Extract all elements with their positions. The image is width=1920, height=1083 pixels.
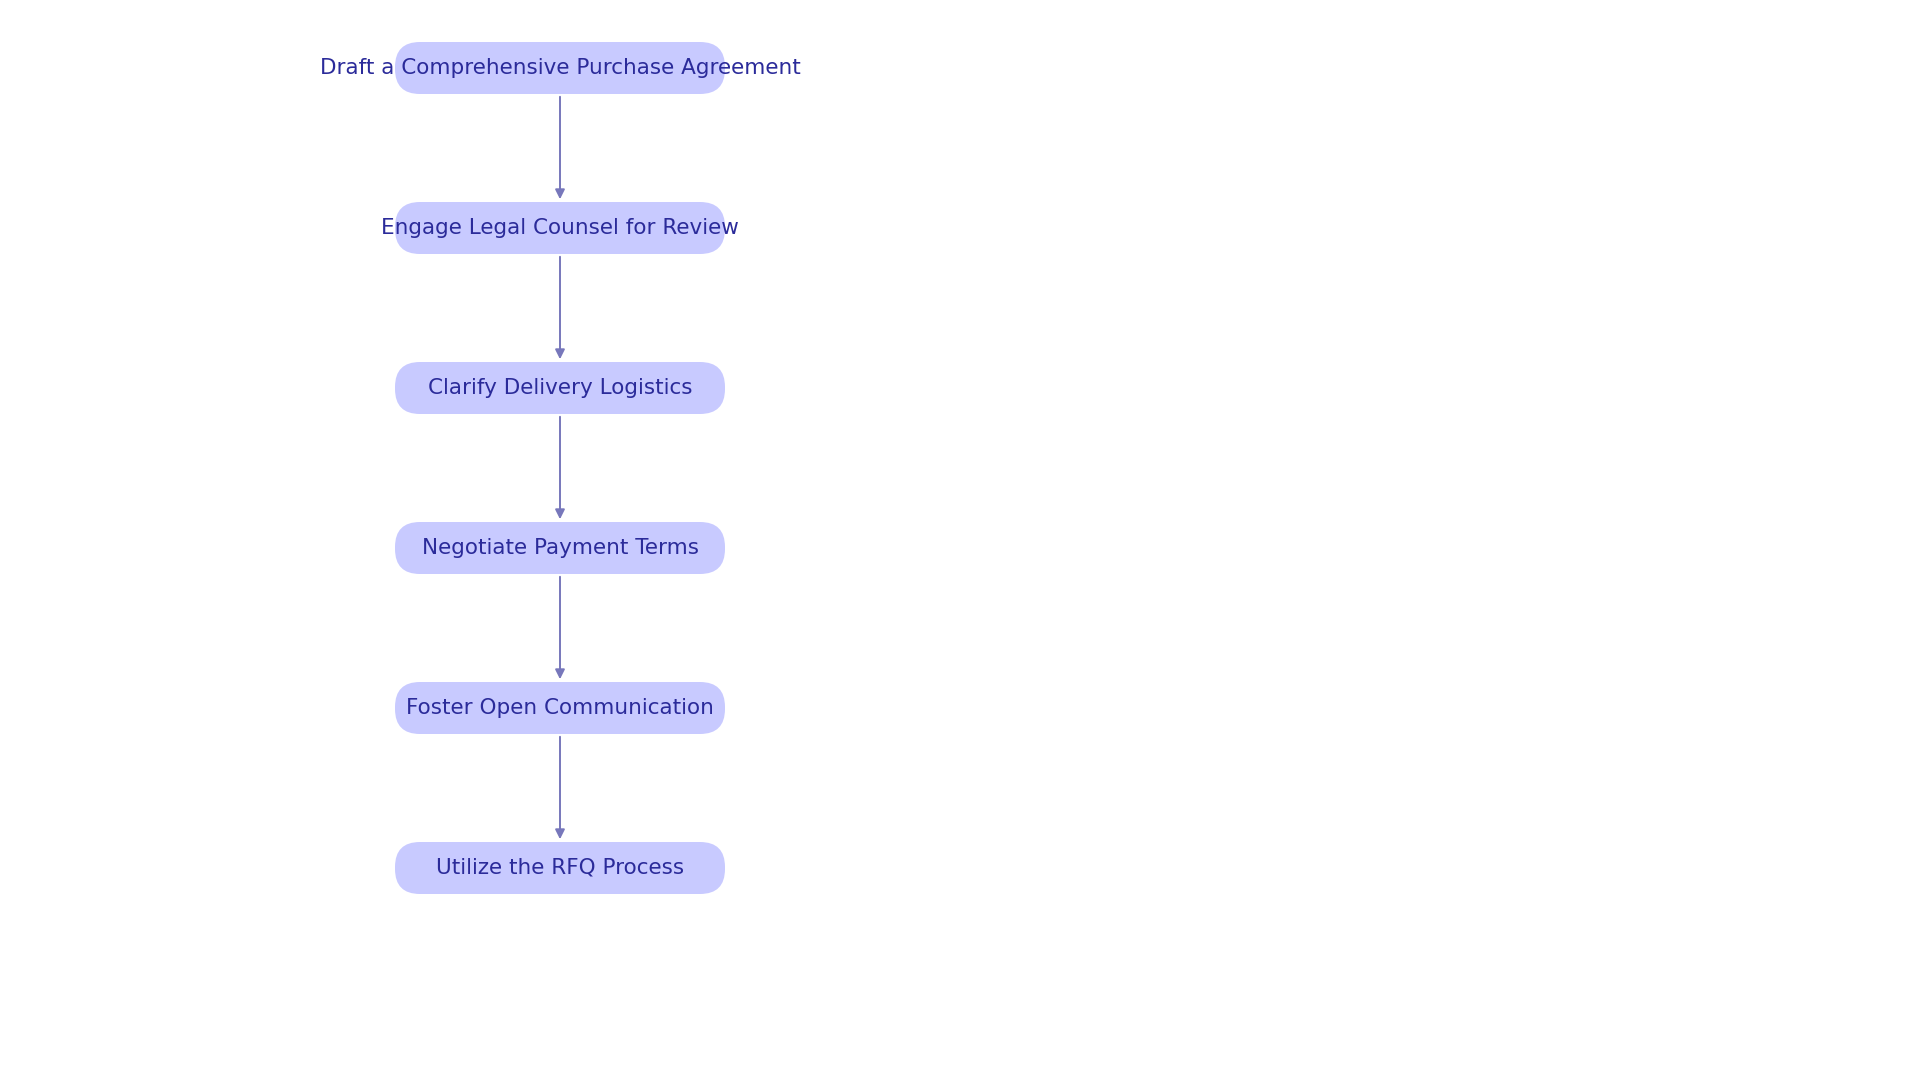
Text: Utilize the RFQ Process: Utilize the RFQ Process xyxy=(436,858,684,878)
FancyBboxPatch shape xyxy=(396,682,726,734)
Text: Negotiate Payment Terms: Negotiate Payment Terms xyxy=(422,538,699,558)
Text: Clarify Delivery Logistics: Clarify Delivery Logistics xyxy=(428,378,693,397)
Text: Foster Open Communication: Foster Open Communication xyxy=(405,699,714,718)
FancyBboxPatch shape xyxy=(396,841,726,893)
FancyBboxPatch shape xyxy=(396,362,726,414)
Text: Draft a Comprehensive Purchase Agreement: Draft a Comprehensive Purchase Agreement xyxy=(319,58,801,78)
FancyBboxPatch shape xyxy=(396,522,726,574)
FancyBboxPatch shape xyxy=(396,203,726,255)
FancyBboxPatch shape xyxy=(396,42,726,94)
Text: Engage Legal Counsel for Review: Engage Legal Counsel for Review xyxy=(380,218,739,238)
